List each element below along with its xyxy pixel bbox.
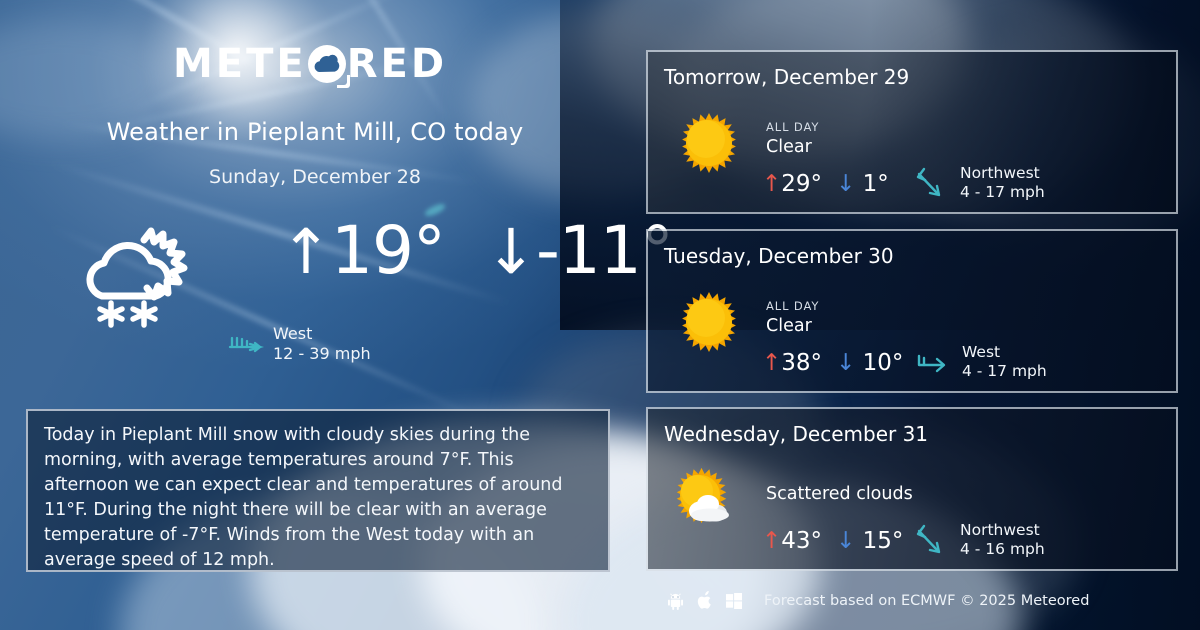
forecast-wind-speed: 4 - 16 mph (960, 540, 1045, 559)
forecast-date: Tomorrow, December 29 (664, 65, 910, 89)
wind-arrow-east-icon (916, 349, 950, 375)
forecast-condition: Clear (766, 137, 812, 157)
forecast-wind-text: Northwest 4 - 16 mph (960, 521, 1045, 560)
forecast-low: 10° (862, 350, 904, 376)
today-high-value: 19° (330, 212, 446, 289)
forecast-condition: Clear (766, 316, 812, 336)
arrow-down-icon: ↓ (836, 171, 856, 197)
wind-arrow-southeast-icon (916, 523, 948, 557)
logo-text-left: METE (173, 41, 307, 87)
today-wind-direction: West (273, 324, 313, 343)
forecast-low: 1° (862, 171, 889, 197)
card-overlay (648, 231, 1176, 391)
forecast-date: Tuesday, December 30 (664, 244, 894, 268)
today-wind: West 12 - 39 mph (228, 324, 371, 364)
apple-icon[interactable] (697, 591, 712, 610)
arrow-down-icon: ↓ (836, 350, 856, 376)
sun-behind-cloud-icon (676, 467, 740, 531)
windows-icon[interactable] (726, 593, 742, 609)
forecast-condition: Scattered clouds (766, 484, 913, 504)
today-wind-speed: 12 - 39 mph (273, 344, 371, 363)
arrow-down-icon: ↓ (485, 215, 537, 288)
forecast-wind-direction: Northwest (960, 164, 1040, 182)
sun-flare (143, 0, 333, 149)
forecast-wind: Northwest 4 - 16 mph (916, 521, 1045, 560)
forecast-wind: West 4 - 17 mph (916, 343, 1047, 382)
snow-cloud-sun-icon (78, 226, 196, 330)
forecast-wind-direction: Northwest (960, 521, 1040, 539)
footer-text: Forecast based on ECMWF © 2025 Meteored (764, 593, 1090, 609)
arrow-up-icon: ↑ (762, 171, 782, 197)
forecast-temps: ↑38° ↓ 10° (762, 350, 903, 376)
forecast-date: Wednesday, December 31 (664, 422, 929, 446)
sun-icon (678, 291, 740, 353)
forecast-high: 38° (781, 350, 823, 376)
forecast-wind-text: Northwest 4 - 17 mph (960, 164, 1045, 203)
today-date: Sunday, December 28 (209, 166, 421, 188)
today-high: ↑19° (280, 218, 446, 284)
forecast-period-label: ALL DAY (766, 299, 820, 313)
forecast-card[interactable]: Tomorrow, December 29 ALL DAY Clear ↑29°… (646, 50, 1178, 214)
forecast-temps: ↑29° ↓ 1° (762, 171, 889, 197)
arrow-up-icon: ↑ (762, 350, 782, 376)
forecast-wind-direction: West (962, 343, 1001, 361)
store-icons (668, 591, 742, 610)
forecast-list: Tomorrow, December 29 ALL DAY Clear ↑29°… (646, 0, 1178, 630)
forecast-temps: ↑43° ↓ 15° (762, 528, 903, 554)
meteored-logo[interactable]: METE RED (173, 42, 447, 86)
page-title: Weather in Pieplant Mill, CO today (106, 118, 524, 146)
forecast-period-label: ALL DAY (766, 120, 820, 134)
arrow-up-icon: ↑ (280, 215, 332, 288)
today-description-box: Today in Pieplant Mill snow with cloudy … (26, 409, 610, 572)
card-overlay (648, 52, 1176, 212)
logo-text-right: RED (346, 41, 448, 87)
wind-arrow-southeast-icon (916, 166, 948, 200)
forecast-card[interactable]: Wednesday, December 31 S (646, 407, 1178, 571)
sun-icon (678, 112, 740, 174)
forecast-wind-speed: 4 - 17 mph (960, 183, 1045, 202)
arrow-up-icon: ↑ (762, 528, 782, 554)
today-summary: ↑19° ↓-11° (70, 218, 674, 332)
forecast-high: 43° (781, 528, 823, 554)
wind-arrow-east-icon (228, 331, 265, 357)
forecast-wind-speed: 4 - 17 mph (962, 362, 1047, 381)
forecast-card[interactable]: Tuesday, December 30 ALL DAY Clear ↑38° … (646, 229, 1178, 393)
today-description: Today in Pieplant Mill snow with cloudy … (44, 425, 563, 571)
card-overlay (648, 409, 1176, 569)
forecast-wind: Northwest 4 - 17 mph (916, 164, 1045, 203)
cloud-sun-circle-icon (307, 45, 346, 83)
forecast-low: 15° (862, 528, 904, 554)
android-icon[interactable] (668, 592, 683, 610)
forecast-wind-text: West 4 - 17 mph (962, 343, 1047, 382)
arrow-down-icon: ↓ (836, 528, 856, 554)
today-low: ↓-11° (485, 218, 674, 284)
forecast-high: 29° (781, 171, 823, 197)
today-panel: METE RED Weather in Pieplant Mill, CO to… (26, 42, 674, 572)
today-wind-text: West 12 - 39 mph (273, 324, 371, 364)
footer: Forecast based on ECMWF © 2025 Meteored (668, 591, 1090, 610)
